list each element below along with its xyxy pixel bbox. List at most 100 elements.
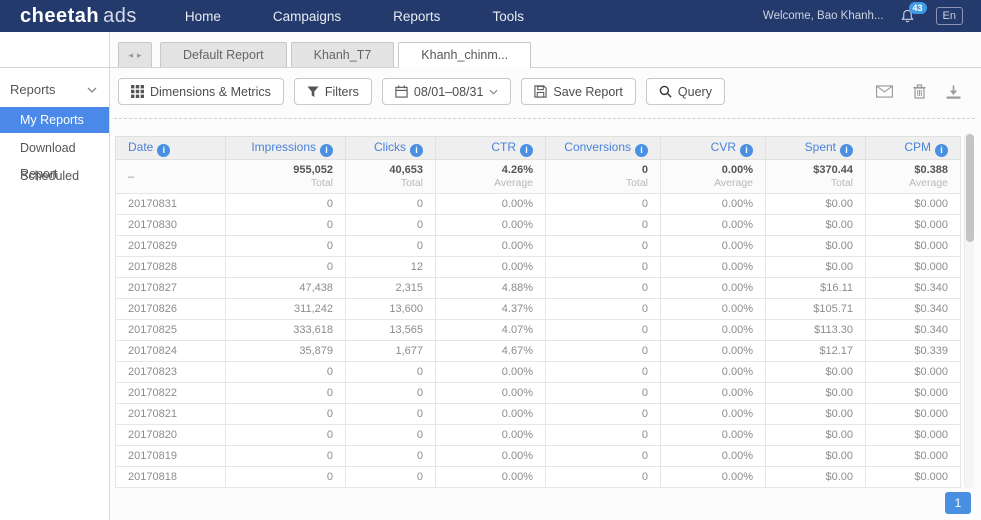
metric-cell: 0: [225, 445, 346, 467]
pagination-page-1[interactable]: 1: [945, 492, 971, 514]
metric-cell: 0: [345, 214, 436, 236]
info-icon[interactable]: i: [740, 143, 753, 157]
info-icon[interactable]: i: [520, 143, 533, 157]
date-range-label: 08/01–08/31: [413, 84, 484, 99]
date-cell: 20170819: [115, 445, 226, 467]
column-header-spent[interactable]: Spent i: [765, 136, 866, 160]
metric-cell: $0.340: [865, 319, 961, 341]
metric-cell: 0: [225, 466, 346, 488]
sidebar-spacer: [0, 32, 109, 68]
metric-cell: 4.88%: [435, 277, 546, 299]
column-header-conversions[interactable]: Conversions i: [545, 136, 661, 160]
sidebar-item-my-reports[interactable]: My Reports: [0, 107, 109, 133]
metric-cell: 0: [225, 256, 346, 278]
navbar-right: Welcome, Bao Khanh... 43 En: [762, 2, 963, 26]
sidebar-section-reports[interactable]: Reports: [0, 68, 109, 107]
summary-cell: 955,052 Total: [225, 159, 346, 194]
dimensions-metrics-button[interactable]: Dimensions & Metrics: [118, 78, 284, 105]
metric-cell: 0: [545, 256, 661, 278]
report-tabstrip: ◂ ▸ Default Report Khanh_T7 Khanh_chinm.…: [110, 32, 981, 68]
grid-icon: [131, 85, 144, 98]
app-logo[interactable]: cheetah ads: [20, 5, 137, 28]
metric-cell: 0: [545, 361, 661, 383]
tab-scroll-arrows[interactable]: ◂ ▸: [118, 42, 152, 67]
sidebar-item-scheduled[interactable]: Scheduled: [20, 169, 80, 183]
report-table-wrap: Date i Impressions i Clicks i CTR i Conversions i…: [115, 136, 961, 488]
info-icon[interactable]: i: [410, 143, 423, 157]
filters-button[interactable]: Filters: [293, 78, 372, 105]
metric-cell: 0: [345, 193, 436, 215]
metric-cell: $0.000: [865, 445, 961, 467]
tab-scroll-left-icon[interactable]: ◂: [128, 49, 133, 60]
column-header-cvr[interactable]: CVR i: [660, 136, 766, 160]
metric-cell: 0: [545, 340, 661, 362]
info-icon[interactable]: i: [320, 143, 333, 157]
summary-value: 0.00%: [721, 164, 753, 176]
metric-cell: 4.07%: [435, 319, 546, 341]
delete-report-button[interactable]: [913, 84, 926, 99]
save-report-button[interactable]: Save Report: [521, 78, 636, 105]
metric-cell: 1,677: [345, 340, 436, 362]
sidebar: Reports My Reports Download Report Sched…: [0, 32, 110, 520]
metric-cell: $12.17: [765, 340, 866, 362]
sidebar-item-download-report[interactable]: Download Report: [20, 141, 76, 181]
date-cell: 20170831: [115, 193, 226, 215]
welcome-user-label[interactable]: Welcome, Bao Khanh...: [762, 10, 884, 22]
metric-cell: 0.00%: [660, 298, 766, 320]
nav-item-home[interactable]: Home: [184, 8, 221, 24]
summary-row: –955,052 Total 40,653 Total 4.26% Average 0 Tot…: [115, 159, 961, 194]
metric-cell: 0.00%: [435, 445, 546, 467]
metric-cell: 4.37%: [435, 298, 546, 320]
metric-cell: 0: [345, 382, 436, 404]
column-label: Spent: [804, 139, 836, 154]
metric-cell: 0.00%: [435, 235, 546, 257]
metric-cell: 13,600: [345, 298, 436, 320]
metric-cell: $0.00: [765, 424, 866, 446]
dimensions-metrics-label: Dimensions & Metrics: [150, 84, 271, 99]
info-icon[interactable]: i: [157, 143, 171, 157]
notifications-button[interactable]: 43: [900, 2, 927, 26]
nav-item-reports[interactable]: Reports: [393, 8, 441, 24]
summary-cell: 4.26% Average: [435, 159, 546, 194]
date-cell: 20170821: [115, 403, 226, 425]
metric-cell: 12: [345, 256, 436, 278]
summary-value: 4.26%: [501, 164, 533, 176]
email-report-button[interactable]: [876, 85, 893, 98]
language-selector[interactable]: En: [935, 7, 963, 25]
nav-item-campaigns[interactable]: Campaigns: [272, 8, 342, 24]
table-scrollbar[interactable]: [964, 133, 974, 489]
date-range-button[interactable]: 08/01–08/31: [381, 78, 512, 105]
tab-default-report[interactable]: Default Report: [160, 42, 287, 67]
info-icon[interactable]: i: [635, 143, 648, 157]
info-icon[interactable]: i: [840, 143, 853, 157]
metric-cell: 0.00%: [435, 466, 546, 488]
metric-cell: 0.00%: [435, 424, 546, 446]
nav-item-tools[interactable]: Tools: [492, 8, 524, 24]
tab-khanh-t7[interactable]: Khanh_T7: [290, 42, 395, 67]
tab-khanh-chinm[interactable]: Khanh_chinm...: [398, 42, 532, 68]
metric-cell: 0: [545, 277, 661, 299]
query-button[interactable]: Query: [645, 78, 725, 105]
column-header-ctr[interactable]: CTR i: [435, 136, 546, 160]
summary-aggregation-label: Total: [310, 177, 333, 189]
column-label: Impressions: [251, 139, 316, 154]
download-report-button[interactable]: [946, 85, 961, 99]
metric-cell: 0: [345, 361, 436, 383]
metric-cell: $105.71: [765, 298, 866, 320]
metric-cell: $0.000: [865, 424, 961, 446]
column-header-impressions[interactable]: Impressions i: [225, 136, 346, 160]
info-icon[interactable]: i: [935, 143, 948, 157]
column-header-cpm[interactable]: CPM i: [865, 136, 961, 160]
report-toolbar: Dimensions & Metrics Filters 08/01–08/31…: [118, 78, 971, 105]
metric-cell: 0.00%: [435, 382, 546, 404]
top-navbar: cheetah ads Home Campaigns Reports Tools …: [0, 0, 981, 32]
column-header-date[interactable]: Date i: [115, 136, 226, 160]
table-header-row: Date i Impressions i Clicks i CTR i Conversions i…: [115, 136, 961, 160]
table-scrollbar-thumb[interactable]: [966, 134, 974, 242]
date-cell: 20170824: [115, 340, 226, 362]
metric-cell: 0.00%: [435, 403, 546, 425]
chevron-down-icon: [489, 89, 498, 95]
column-header-clicks[interactable]: Clicks i: [345, 136, 436, 160]
table-row: 20170818 0 0 0.00% 0 0.00% $0.00 $0.000: [115, 466, 961, 488]
tab-scroll-right-icon[interactable]: ▸: [137, 49, 142, 60]
